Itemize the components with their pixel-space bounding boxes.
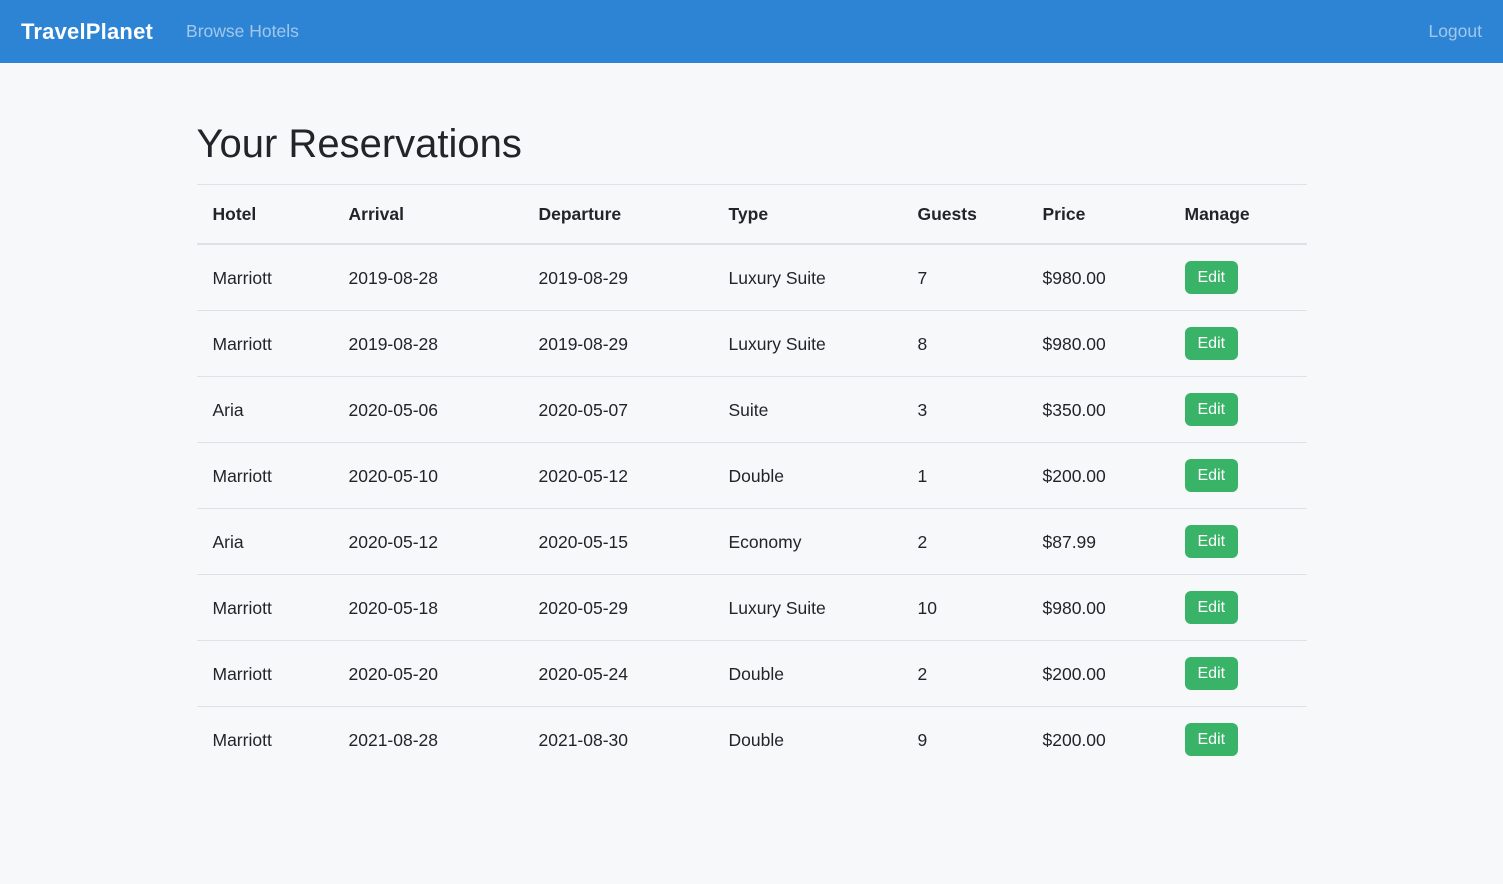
cell-type: Luxury Suite (712, 243, 902, 311)
cell-type: Double (712, 640, 902, 707)
cell-price: $200.00 (1026, 640, 1169, 707)
edit-button[interactable]: Edit (1184, 723, 1239, 756)
cell-hotel: Aria (196, 508, 333, 575)
cell-type: Economy (712, 508, 902, 575)
cell-arrival: 2020-05-12 (332, 508, 523, 575)
cell-manage: Edit (1168, 376, 1307, 443)
cell-price: $87.99 (1026, 508, 1169, 575)
cell-departure: 2020-05-12 (522, 442, 713, 509)
cell-price: $200.00 (1026, 706, 1169, 772)
cell-guests: 3 (901, 376, 1027, 443)
cell-price: $980.00 (1026, 574, 1169, 641)
cell-hotel: Marriott (196, 574, 333, 641)
table-header: Hotel Arrival Departure Type Guests Pric… (196, 184, 1307, 245)
cell-manage: Edit (1168, 508, 1307, 575)
edit-button[interactable]: Edit (1184, 261, 1239, 294)
edit-button[interactable]: Edit (1184, 525, 1239, 558)
table-row: Marriott 2020-05-18 2020-05-29 Luxury Su… (196, 574, 1307, 641)
table-row: Aria 2020-05-06 2020-05-07 Suite 3 $350.… (196, 376, 1307, 443)
brand-link[interactable]: TravelPlanet (21, 18, 154, 44)
column-header-hotel: Hotel (196, 184, 333, 245)
cell-guests: 2 (901, 640, 1027, 707)
cell-departure: 2020-05-15 (522, 508, 713, 575)
column-header-arrival: Arrival (332, 184, 523, 245)
cell-arrival: 2021-08-28 (332, 706, 523, 772)
cell-guests: 7 (901, 243, 1027, 311)
cell-guests: 2 (901, 508, 1027, 575)
cell-departure: 2020-05-29 (522, 574, 713, 641)
edit-button[interactable]: Edit (1184, 591, 1239, 624)
table-row: Aria 2020-05-12 2020-05-15 Economy 2 $87… (196, 508, 1307, 575)
table-row: Marriott 2019-08-28 2019-08-29 Luxury Su… (196, 243, 1307, 311)
cell-guests: 10 (901, 574, 1027, 641)
cell-guests: 9 (901, 706, 1027, 772)
cell-hotel: Marriott (196, 442, 333, 509)
column-header-departure: Departure (522, 184, 713, 245)
cell-departure: 2019-08-29 (522, 310, 713, 377)
table-row: Marriott 2020-05-20 2020-05-24 Double 2 … (196, 640, 1307, 707)
navbar: TravelPlanet Browse Hotels Logout (0, 0, 1503, 63)
cell-manage: Edit (1168, 706, 1307, 772)
reservations-table: Hotel Arrival Departure Type Guests Pric… (196, 184, 1307, 772)
cell-departure: 2020-05-24 (522, 640, 713, 707)
cell-guests: 1 (901, 442, 1027, 509)
cell-hotel: Marriott (196, 243, 333, 311)
cell-arrival: 2020-05-10 (332, 442, 523, 509)
reservations-tbody: Marriott 2019-08-28 2019-08-29 Luxury Su… (196, 243, 1307, 772)
cell-price: $980.00 (1026, 310, 1169, 377)
cell-arrival: 2019-08-28 (332, 310, 523, 377)
edit-button[interactable]: Edit (1184, 327, 1239, 360)
cell-type: Luxury Suite (712, 310, 902, 377)
cell-type: Suite (712, 376, 902, 443)
edit-button[interactable]: Edit (1184, 393, 1239, 426)
nav-link-browse-hotels[interactable]: Browse Hotels (186, 21, 299, 41)
page-title: Your Reservations (196, 122, 522, 166)
table-row: Marriott 2020-05-10 2020-05-12 Double 1 … (196, 442, 1307, 509)
column-header-price: Price (1026, 184, 1169, 245)
edit-button[interactable]: Edit (1184, 657, 1239, 690)
edit-button[interactable]: Edit (1184, 459, 1239, 492)
cell-type: Double (712, 442, 902, 509)
cell-manage: Edit (1168, 574, 1307, 641)
cell-departure: 2019-08-29 (522, 243, 713, 311)
cell-arrival: 2019-08-28 (332, 243, 523, 311)
cell-hotel: Marriott (196, 706, 333, 772)
table-row: Marriott 2019-08-28 2019-08-29 Luxury Su… (196, 310, 1307, 377)
cell-arrival: 2020-05-18 (332, 574, 523, 641)
cell-hotel: Marriott (196, 310, 333, 377)
cell-departure: 2020-05-07 (522, 376, 713, 443)
nav-link-logout[interactable]: Logout (1428, 21, 1482, 41)
column-header-type: Type (712, 184, 902, 245)
cell-price: $980.00 (1026, 243, 1169, 311)
table-row: Marriott 2021-08-28 2021-08-30 Double 9 … (196, 706, 1307, 772)
cell-departure: 2021-08-30 (522, 706, 713, 772)
cell-arrival: 2020-05-20 (332, 640, 523, 707)
cell-guests: 8 (901, 310, 1027, 377)
main-content: Your Reservations Hotel Arrival Departur… (196, 120, 1307, 772)
cell-price: $350.00 (1026, 376, 1169, 443)
column-header-manage: Manage (1168, 184, 1307, 245)
cell-manage: Edit (1168, 640, 1307, 707)
cell-arrival: 2020-05-06 (332, 376, 523, 443)
cell-type: Double (712, 706, 902, 772)
cell-manage: Edit (1168, 243, 1307, 311)
column-header-guests: Guests (901, 184, 1027, 245)
cell-manage: Edit (1168, 310, 1307, 377)
cell-type: Luxury Suite (712, 574, 902, 641)
cell-hotel: Aria (196, 376, 333, 443)
cell-hotel: Marriott (196, 640, 333, 707)
cell-price: $200.00 (1026, 442, 1169, 509)
cell-manage: Edit (1168, 442, 1307, 509)
